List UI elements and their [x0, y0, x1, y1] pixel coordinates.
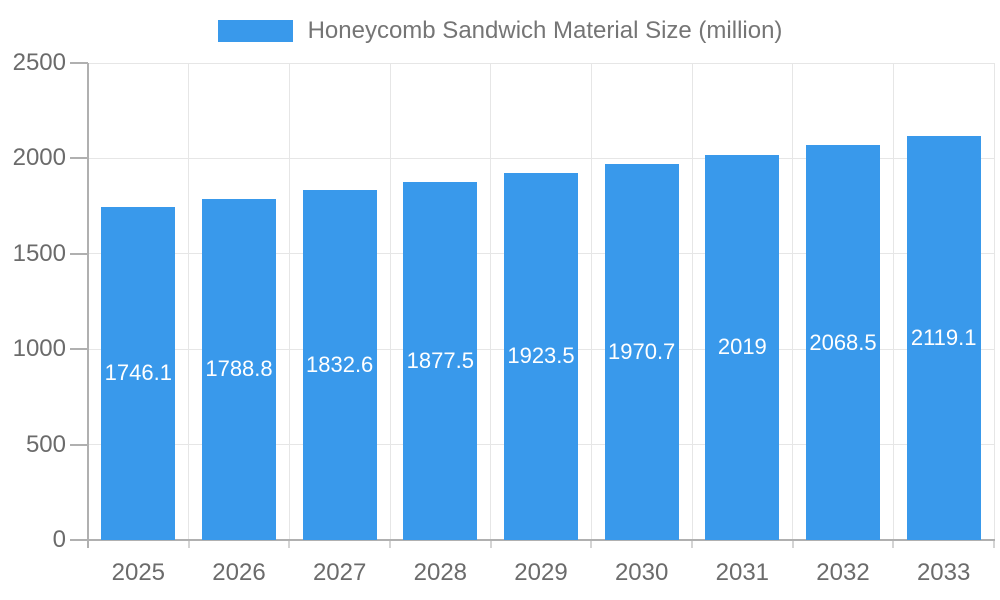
bar-2028[interactable] — [403, 181, 478, 540]
x-axis-tick — [791, 540, 794, 548]
y-axis-tick — [70, 62, 88, 64]
y-axis-tick — [70, 348, 88, 351]
gridline-vertical — [993, 63, 995, 540]
y-tick-label: 2000 — [12, 144, 66, 172]
y-tick-label: 1500 — [12, 239, 66, 267]
x-tick-label: 2027 — [312, 559, 367, 586]
bar-2025[interactable] — [101, 206, 176, 540]
gridline-horizontal — [88, 62, 994, 64]
x-tick-label: 2030 — [614, 559, 669, 586]
bar-2029[interactable] — [504, 172, 578, 540]
x-tick-label: 2029 — [514, 559, 568, 586]
y-axis-tick — [70, 539, 88, 541]
gridline-vertical — [892, 63, 894, 540]
y-tick-label: 1000 — [12, 335, 66, 363]
legend: Honeycomb Sandwich Material Size (millio… — [0, 18, 1000, 44]
x-axis-line — [87, 539, 995, 541]
bar-2026[interactable] — [202, 198, 276, 540]
x-axis-tick — [288, 540, 291, 548]
x-axis-tick — [389, 540, 391, 548]
bar-2033[interactable] — [906, 135, 981, 540]
y-axis-tick — [70, 443, 88, 446]
bar-value-label: 2068.5 — [809, 329, 877, 355]
bar-value-label: 2119.1 — [910, 324, 977, 350]
y-axis-tick — [70, 157, 88, 160]
bar-value-label: 1923.5 — [507, 343, 575, 369]
x-tick-label: 2032 — [816, 559, 870, 586]
bar-value-label: 2019 — [717, 334, 767, 360]
gridline-vertical — [691, 63, 693, 540]
x-axis-tick — [993, 540, 995, 548]
gridline-vertical — [590, 63, 592, 540]
bar-value-label: 1746.1 — [104, 360, 172, 386]
x-axis-tick — [590, 540, 593, 548]
legend-swatch-icon — [217, 20, 293, 42]
gridline-vertical — [389, 63, 391, 540]
gridline-vertical — [792, 63, 794, 540]
bar-value-label: 1970.7 — [608, 338, 676, 364]
x-axis-tick — [187, 540, 190, 548]
y-axis-tick — [70, 252, 88, 255]
gridline-horizontal — [88, 157, 994, 159]
bar-2031[interactable] — [705, 154, 780, 540]
bar-value-label: 1832.6 — [306, 352, 374, 378]
y-tick-label: 500 — [25, 430, 66, 458]
x-axis-tick — [892, 540, 895, 548]
bar-2032[interactable] — [806, 145, 880, 540]
legend-label: Honeycomb Sandwich Material Size (millio… — [307, 17, 783, 44]
bar-2030[interactable] — [604, 163, 679, 540]
y-tick-label: 0 — [52, 526, 66, 553]
bar-2027[interactable] — [302, 190, 377, 540]
x-tick-label: 2028 — [413, 559, 468, 586]
x-tick-label: 2033 — [916, 559, 971, 586]
x-tick-label: 2026 — [212, 559, 266, 586]
gridline-vertical — [288, 63, 290, 540]
gridline-vertical — [490, 63, 492, 540]
gridline-vertical — [188, 63, 190, 540]
x-tick-label: 2031 — [715, 559, 770, 586]
y-tick-label: 2500 — [12, 49, 66, 76]
y-axis-line — [87, 63, 89, 540]
x-axis-tick — [691, 540, 693, 548]
bar-value-label: 1877.5 — [406, 347, 474, 373]
x-axis-tick — [489, 540, 492, 548]
legend-item[interactable]: Honeycomb Sandwich Material Size (millio… — [217, 17, 783, 44]
bar-value-label: 1788.8 — [205, 356, 273, 382]
x-tick-label: 2025 — [111, 559, 166, 586]
x-axis-tick — [87, 540, 89, 548]
